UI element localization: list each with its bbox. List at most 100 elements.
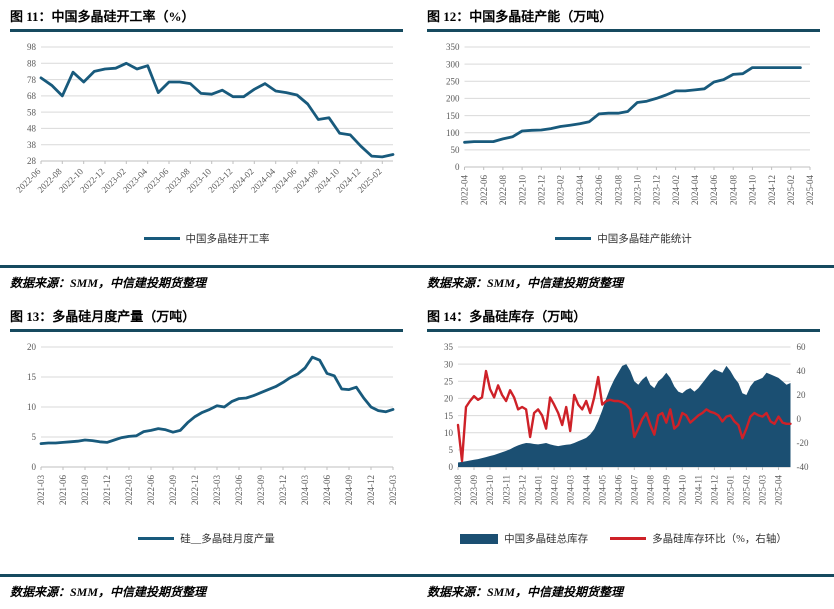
- svg-text:48: 48: [27, 124, 37, 134]
- chart-operating-rate: 28 38 48 58 68 78 88 98 2022-06 2022-08 2022-10 202…: [10, 37, 405, 230]
- svg-text:150: 150: [446, 111, 460, 121]
- legend: 中国多晶硅开工率: [10, 231, 403, 246]
- svg-text:2024-08: 2024-08: [646, 475, 656, 505]
- svg-text:5: 5: [32, 432, 37, 442]
- footer-rule: [417, 265, 834, 268]
- svg-text:2024-03: 2024-03: [300, 475, 310, 505]
- legend-line-swatch: [143, 236, 180, 241]
- svg-text:2024-04: 2024-04: [690, 175, 700, 205]
- figure-title: 图 14：多晶硅库存（万吨）: [427, 309, 587, 324]
- svg-text:2021-03: 2021-03: [36, 475, 46, 505]
- svg-text:200: 200: [446, 94, 460, 104]
- svg-text:2023-09: 2023-09: [469, 475, 479, 505]
- svg-text:-20: -20: [797, 438, 809, 448]
- svg-text:2024-04: 2024-04: [581, 475, 591, 505]
- svg-text:-40: -40: [797, 462, 809, 472]
- chart-canvas: 0 5 10 15 20 25 30 35 -40 -20 0 20 40 60 2023-08 2023-0…: [444, 342, 809, 505]
- svg-text:88: 88: [27, 59, 37, 69]
- svg-text:0: 0: [797, 414, 802, 424]
- legend-line-swatch: [610, 536, 647, 541]
- svg-text:50: 50: [451, 145, 461, 155]
- svg-text:20: 20: [27, 342, 37, 352]
- legend: 中国多晶硅总库存 多晶硅库存环比（%，右轴）: [427, 531, 820, 546]
- svg-text:2022-12: 2022-12: [537, 175, 547, 205]
- svg-text:2024-06: 2024-06: [709, 175, 719, 205]
- svg-text:2025-01: 2025-01: [726, 475, 736, 505]
- svg-text:0: 0: [455, 162, 460, 172]
- chart-monthly-output: 0 5 10 15 20 2021-03 2021-06 2021-09 2021-12 2022…: [10, 337, 405, 530]
- title-rule: [10, 329, 403, 332]
- svg-text:2023-08: 2023-08: [613, 175, 623, 205]
- figure-panel-14: 图 14：多晶硅库存（万吨） 0 5 10 15 20 25 30 35 -40 -20 0 20 40…: [417, 300, 834, 609]
- svg-text:15: 15: [27, 372, 37, 382]
- svg-text:2023-09: 2023-09: [256, 475, 266, 505]
- svg-text:2022-09: 2022-09: [168, 475, 178, 505]
- svg-text:2025-03: 2025-03: [388, 475, 398, 505]
- svg-text:2024-09: 2024-09: [662, 475, 672, 505]
- title-rule: [10, 29, 403, 32]
- legend-item: 中国多晶硅产能统计: [555, 231, 692, 246]
- svg-text:2023-11: 2023-11: [501, 475, 511, 505]
- figure-title: 图 11：中国多晶硅开工率（%）: [10, 9, 195, 24]
- title-rule: [427, 29, 820, 32]
- legend-label: 中国多晶硅总库存: [504, 534, 589, 545]
- svg-text:60: 60: [797, 342, 807, 352]
- footer-rule: [417, 574, 834, 577]
- svg-text:2024-09: 2024-09: [344, 475, 354, 505]
- chart-canvas: 0 50 100 150 200 250 300 350 2022-04 2022-06 2022-…: [446, 42, 815, 205]
- svg-text:2024-10: 2024-10: [748, 175, 758, 205]
- svg-text:2024-11: 2024-11: [694, 475, 704, 505]
- title-rule: [427, 329, 820, 332]
- svg-text:2024-06: 2024-06: [322, 475, 332, 505]
- svg-text:0: 0: [449, 462, 454, 472]
- chart-canvas: 0 5 10 15 20 2021-03 2021-06 2021-09 2021-12 2022…: [27, 342, 398, 505]
- svg-text:58: 58: [27, 107, 37, 117]
- data-source-note: 数据来源：SMM，中信建投期货整理: [10, 585, 207, 599]
- svg-text:78: 78: [27, 75, 37, 85]
- svg-text:2022-10: 2022-10: [517, 175, 527, 205]
- footer-rule: [0, 265, 417, 268]
- svg-text:250: 250: [446, 77, 460, 87]
- svg-text:2022-03: 2022-03: [124, 475, 134, 505]
- svg-text:2023-03: 2023-03: [212, 475, 222, 505]
- svg-text:2024-08: 2024-08: [728, 175, 738, 205]
- figure-title: 图 13：多晶硅月度产量（万吨）: [10, 309, 196, 324]
- svg-text:2024-05: 2024-05: [597, 475, 607, 505]
- svg-text:2023-10: 2023-10: [633, 175, 643, 205]
- svg-text:2024-02: 2024-02: [549, 475, 559, 505]
- svg-text:2024-06: 2024-06: [613, 475, 623, 505]
- legend-line-swatch: [555, 236, 592, 241]
- legend-area-swatch: [460, 533, 499, 544]
- figure-panel-13: 图 13：多晶硅月度产量（万吨） 0 5 10 15 20 2021-03 2021-06 2…: [0, 300, 417, 609]
- chart-capacity: 0 50 100 150 200 250 300 350 2022-04 2022-06 2022-…: [427, 37, 822, 230]
- legend-label: 中国多晶硅产能统计: [597, 234, 692, 245]
- svg-text:68: 68: [27, 91, 37, 101]
- svg-text:2024-12: 2024-12: [710, 475, 720, 505]
- legend-line-swatch: [138, 536, 175, 541]
- svg-text:15: 15: [444, 411, 454, 421]
- footer-rule: [0, 574, 417, 577]
- svg-text:2024-02: 2024-02: [671, 175, 681, 205]
- svg-text:2024-01: 2024-01: [533, 475, 543, 505]
- svg-text:2022-06: 2022-06: [479, 175, 489, 205]
- svg-text:2024-07: 2024-07: [630, 475, 640, 505]
- figure-panel-12: 图 12：中国多晶硅产能（万吨） 0 50 100 150 200 250 300 350 20…: [417, 0, 834, 300]
- svg-text:98: 98: [27, 42, 37, 52]
- data-source-note: 数据来源：SMM，中信建投期货整理: [10, 276, 207, 290]
- svg-text:2023-12: 2023-12: [278, 475, 288, 505]
- legend-label: 中国多晶硅开工率: [185, 234, 270, 245]
- svg-text:10: 10: [27, 402, 37, 412]
- svg-text:20: 20: [797, 390, 807, 400]
- svg-text:2025-03: 2025-03: [758, 475, 768, 505]
- svg-text:2024-12: 2024-12: [366, 475, 376, 505]
- svg-text:2022-12: 2022-12: [190, 475, 200, 505]
- svg-text:5: 5: [449, 445, 454, 455]
- legend-label: 硅__多晶硅月度产量: [180, 534, 275, 545]
- svg-text:2022-08: 2022-08: [498, 175, 508, 205]
- svg-text:38: 38: [27, 140, 37, 150]
- svg-text:2025-02: 2025-02: [786, 175, 796, 205]
- svg-text:0: 0: [32, 462, 37, 472]
- svg-text:2023-02: 2023-02: [556, 175, 566, 205]
- data-source-note: 数据来源：SMM，中信建投期货整理: [427, 276, 624, 290]
